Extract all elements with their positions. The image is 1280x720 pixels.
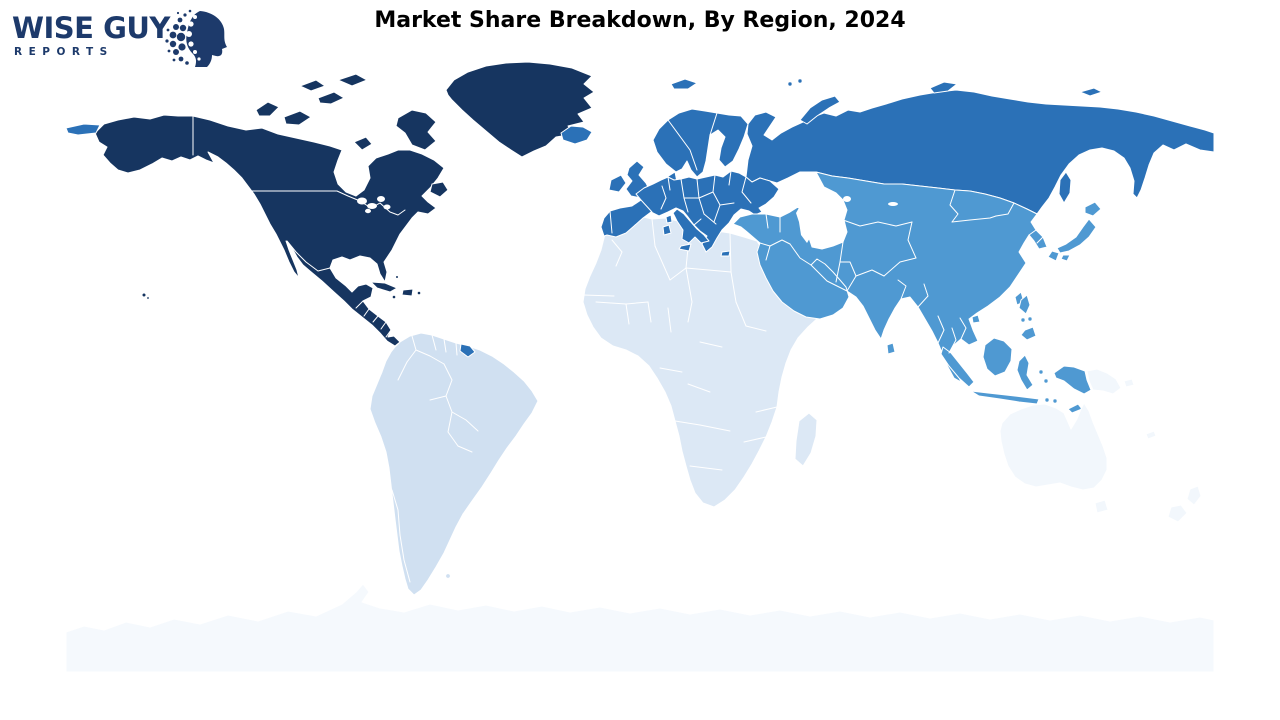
chukotka-west-sliver bbox=[65, 123, 101, 136]
europe-country-borders bbox=[609, 112, 752, 234]
novaya-zemlya bbox=[799, 95, 841, 125]
south-america-mainland bbox=[369, 332, 539, 596]
franz-josef-land bbox=[797, 78, 803, 84]
wise-guy-reports-logo: WISE GUY REPORTS bbox=[12, 6, 230, 70]
italy bbox=[672, 208, 710, 244]
lake-balkhash bbox=[888, 202, 898, 206]
arctic-island bbox=[317, 91, 345, 105]
severnaya-zemlya bbox=[929, 81, 958, 94]
region-oceania bbox=[999, 368, 1202, 523]
falkland-islands bbox=[445, 573, 451, 579]
puerto-rico bbox=[417, 291, 421, 295]
banks-island bbox=[255, 101, 280, 117]
region-north-america bbox=[94, 61, 595, 347]
hainan bbox=[971, 314, 981, 324]
sicily bbox=[678, 243, 692, 252]
lesser-sunda bbox=[1052, 398, 1058, 404]
new-caledonia bbox=[1145, 430, 1157, 440]
asia-mainland bbox=[732, 171, 1048, 383]
japan-kyushu bbox=[1047, 250, 1060, 262]
victoria-island bbox=[283, 110, 312, 126]
region-south-america bbox=[369, 332, 539, 596]
sumatra bbox=[940, 346, 975, 388]
hispaniola bbox=[401, 288, 414, 297]
new-siberian-islands bbox=[1079, 87, 1103, 97]
dotted-head-icon bbox=[164, 9, 227, 67]
java bbox=[970, 390, 1040, 405]
asia-country-borders bbox=[759, 189, 1044, 354]
hawaii bbox=[146, 296, 150, 300]
australia bbox=[999, 402, 1108, 491]
moluccas bbox=[1038, 369, 1044, 375]
ireland bbox=[608, 174, 627, 193]
franz-josef-land bbox=[787, 81, 793, 87]
hawaii bbox=[141, 292, 147, 298]
sri-lanka bbox=[886, 342, 896, 355]
new-guinea-east bbox=[1086, 368, 1122, 395]
japan-hokkaido bbox=[1084, 201, 1102, 217]
greenland bbox=[445, 61, 595, 158]
logo-brand-subtitle: REPORTS bbox=[14, 46, 114, 58]
africa-country-borders bbox=[582, 218, 778, 471]
french-guiana bbox=[459, 343, 476, 358]
philippines-luzon bbox=[1018, 294, 1031, 315]
europe-mainland bbox=[600, 170, 780, 253]
philippines-visayas bbox=[1020, 317, 1026, 323]
scandinavia bbox=[652, 108, 749, 178]
madagascar bbox=[794, 412, 818, 467]
jamaica bbox=[392, 295, 396, 299]
ellesmere-island bbox=[337, 73, 368, 87]
borneo bbox=[982, 337, 1013, 377]
moluccas bbox=[1043, 378, 1049, 384]
region-antarctica bbox=[65, 583, 1215, 673]
philippines-mindanao bbox=[1020, 326, 1037, 341]
japan-shikoku bbox=[1060, 254, 1071, 262]
corsica bbox=[665, 214, 673, 224]
baffin-island bbox=[395, 109, 437, 151]
antarctica-landmass bbox=[65, 583, 1215, 673]
sardinia bbox=[662, 224, 672, 236]
new-guinea-west bbox=[1053, 365, 1092, 395]
inland-seas bbox=[796, 196, 898, 243]
sulawesi bbox=[1016, 354, 1034, 391]
south-america-country-borders bbox=[391, 334, 479, 583]
aral-sea bbox=[843, 196, 851, 202]
new-britain bbox=[1123, 378, 1135, 388]
region-asia bbox=[732, 171, 1102, 414]
logo-brand-name: WISE GUY bbox=[12, 11, 170, 45]
chart-title: Market Share Breakdown, By Region, 2024 bbox=[374, 8, 906, 33]
japan-honshu bbox=[1056, 218, 1097, 254]
newfoundland bbox=[429, 181, 449, 198]
new-zealand-south bbox=[1167, 504, 1188, 523]
new-zealand-north bbox=[1186, 485, 1202, 506]
lesser-sunda bbox=[1044, 397, 1050, 403]
region-europe bbox=[65, 78, 1215, 358]
cuba bbox=[370, 281, 398, 293]
bahamas bbox=[395, 275, 399, 279]
north-america-country-borders bbox=[192, 115, 406, 338]
north-america-mainland bbox=[94, 114, 445, 347]
tasmania bbox=[1094, 499, 1109, 514]
us-canada-border bbox=[251, 190, 406, 216]
us-mexico-border bbox=[286, 240, 334, 272]
sakhalin bbox=[1058, 171, 1072, 204]
logo-wordmark: WISE GUY REPORTS bbox=[12, 11, 170, 59]
iceland bbox=[560, 125, 593, 145]
philippines-visayas bbox=[1027, 316, 1033, 322]
southampton-island bbox=[353, 136, 373, 151]
arctic-island bbox=[299, 79, 326, 92]
crete bbox=[720, 250, 731, 257]
svalbard bbox=[670, 78, 698, 90]
caspian-sea bbox=[796, 202, 813, 243]
